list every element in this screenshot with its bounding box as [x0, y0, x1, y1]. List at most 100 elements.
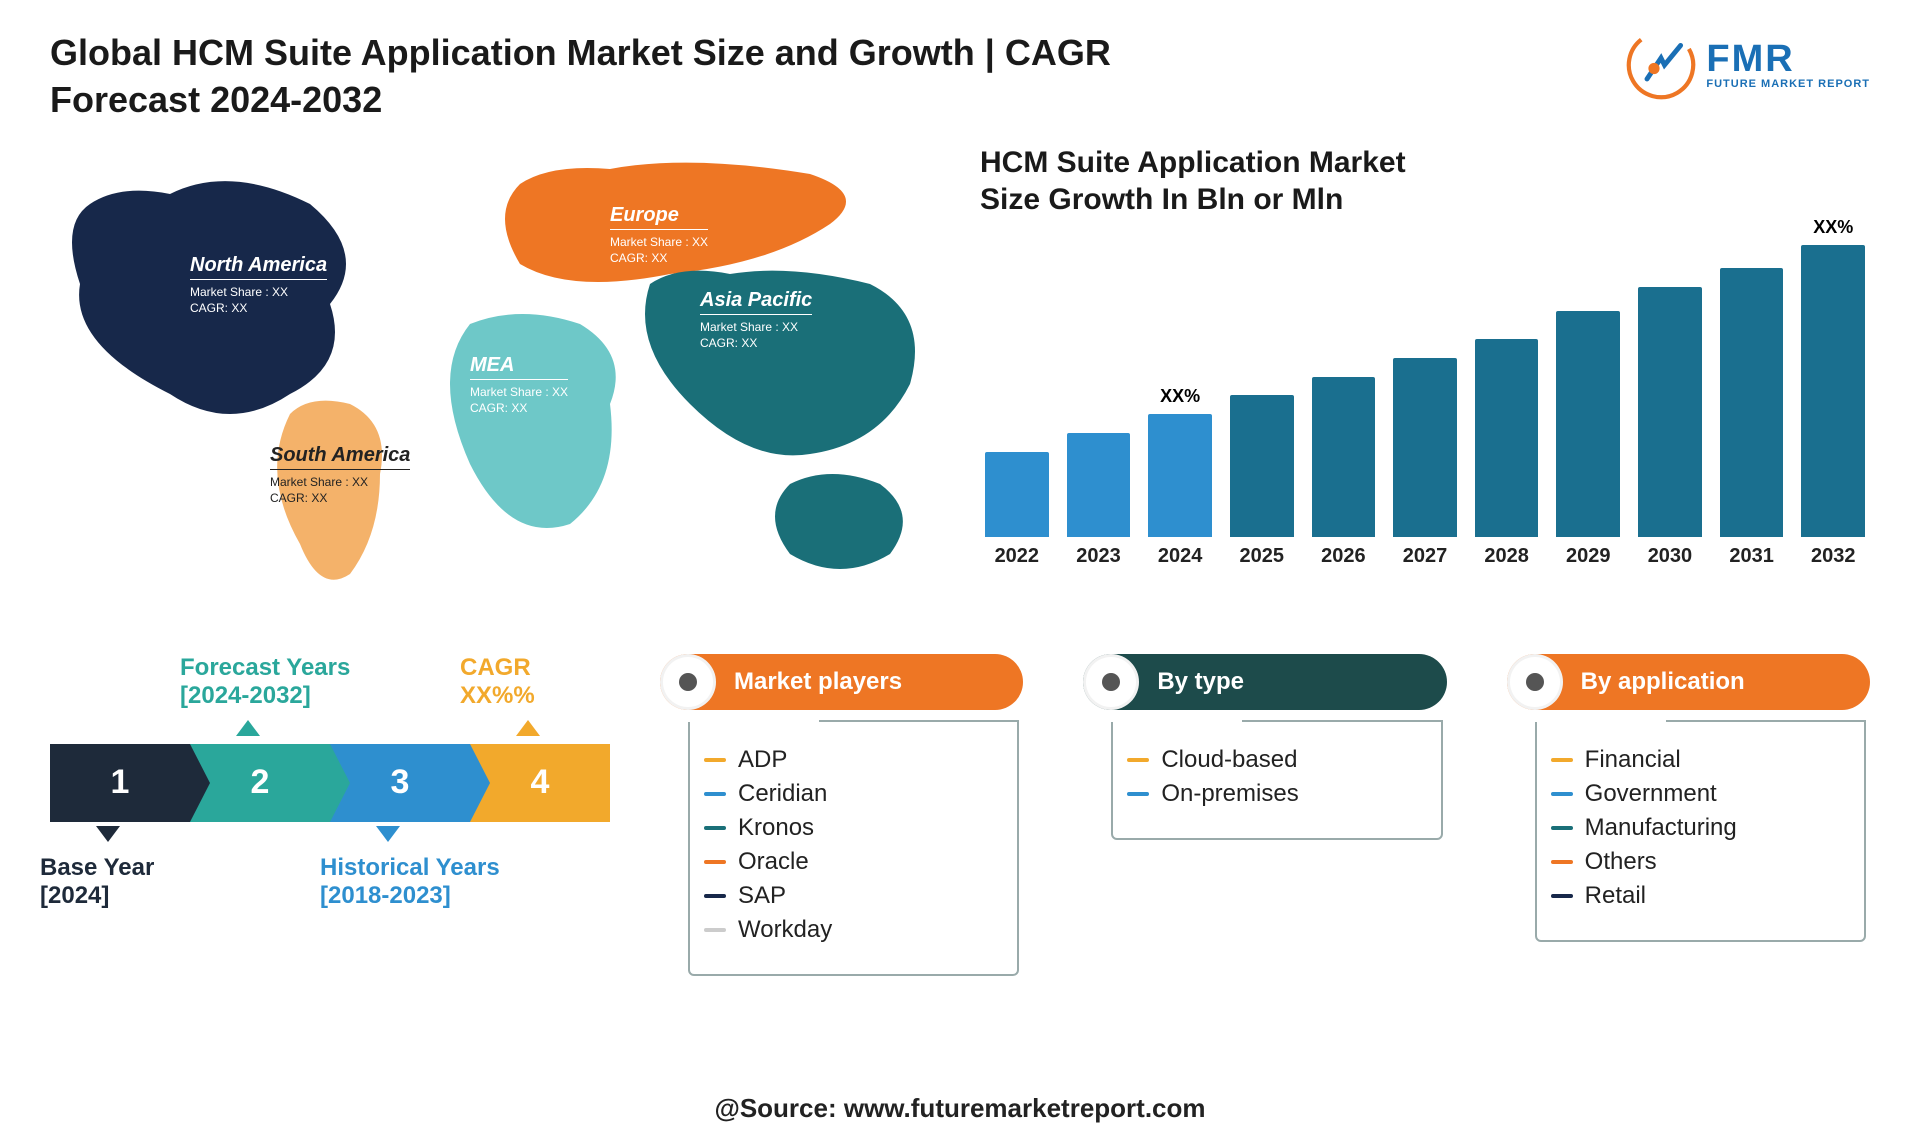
list-tick-icon [704, 758, 726, 762]
source-footer: @Source: www.futuremarketreport.com [0, 1093, 1920, 1124]
region-name: South America [270, 444, 410, 467]
bar-annotation: XX% [1813, 217, 1853, 238]
region-label-north_america: North AmericaMarket Share : XXCAGR: XX [190, 254, 327, 318]
list-tick-icon [1551, 792, 1573, 796]
region-cagr: CAGR: XX [610, 250, 708, 267]
bar-annotation: XX% [1160, 386, 1200, 407]
bar-rect [1230, 395, 1294, 536]
region-name: Asia Pacific [700, 289, 812, 312]
region-share: Market Share : XX [470, 384, 568, 401]
category-list: Cloud-based On-premises [1111, 720, 1442, 840]
bar-rect [1475, 339, 1539, 537]
bar-year-label: 2023 [1076, 545, 1121, 568]
bar-rect [1067, 433, 1131, 537]
category-by-type: By type Cloud-based On-premises [1083, 654, 1446, 976]
bar-year-label: 2032 [1811, 545, 1856, 568]
list-item: Government [1551, 780, 1854, 808]
list-item-text: Manufacturing [1585, 814, 1737, 842]
world-map: North AmericaMarket Share : XXCAGR: XXSo… [50, 144, 950, 604]
region-name: North America [190, 254, 327, 277]
fmr-logo: FMR FUTURE MARKET REPORT [1626, 30, 1870, 100]
list-item-text: ADP [738, 746, 787, 774]
list-item: Financial [1551, 746, 1854, 774]
list-item-text: Workday [738, 916, 832, 944]
list-item: On-premises [1127, 780, 1430, 808]
bar-2024: XX% 2024 [1148, 414, 1212, 567]
timeline-callout-historical: Historical Years[2018-2023] [320, 854, 500, 911]
bar-2023: 2023 [1067, 433, 1131, 568]
bar-year-label: 2029 [1566, 545, 1611, 568]
timeline: 1234 Base Year[2024]Forecast Years[2024-… [50, 654, 610, 822]
region-cagr: CAGR: XX [700, 335, 812, 352]
category-label: By application [1581, 668, 1745, 696]
header: Global HCM Suite Application Market Size… [50, 30, 1870, 124]
bar-year-label: 2025 [1239, 545, 1284, 568]
timeline-seg-3: 3 [330, 744, 470, 822]
timeline-seg-4: 4 [470, 744, 610, 822]
list-tick-icon [704, 792, 726, 796]
timeline-callout-forecast: Forecast Years[2024-2032] [180, 654, 350, 711]
bar-year-label: 2024 [1158, 545, 1203, 568]
pill-dot-icon [660, 654, 716, 710]
bar-year-label: 2030 [1648, 545, 1693, 568]
region-label-europe: Europe Market Share : XXCAGR: XX [610, 204, 708, 268]
bar-2025: 2025 [1230, 395, 1294, 567]
list-tick-icon [704, 928, 726, 932]
pill-dot-icon [1083, 654, 1139, 710]
list-tick-icon [704, 826, 726, 830]
region-mea [450, 314, 616, 528]
bar-year-label: 2031 [1729, 545, 1774, 568]
region-share: Market Share : XX [610, 234, 708, 251]
category-label: By type [1157, 668, 1244, 696]
timeline-track: 1234 [50, 744, 610, 822]
bar-year-label: 2028 [1484, 545, 1529, 568]
category-label: Market players [734, 668, 902, 696]
pill-dot-icon [1507, 654, 1563, 710]
list-item: Retail [1551, 882, 1854, 910]
list-item: Ceridian [704, 780, 1007, 808]
callout-title: Base Year [40, 854, 154, 883]
bar-2032: XX%2032 [1801, 245, 1865, 568]
list-item: ADP [704, 746, 1007, 774]
bar-2030: 2030 [1638, 287, 1702, 567]
bar-2031: 2031 [1720, 268, 1784, 567]
category-pill: By application [1507, 654, 1870, 710]
region-label-asia_pacific: Asia Pacific Market Share : XXCAGR: XX [700, 289, 812, 353]
chart-title: HCM Suite Application Market Size Growth… [980, 144, 1430, 219]
region-share: Market Share : XX [700, 319, 812, 336]
list-item-text: Others [1585, 848, 1657, 876]
list-tick-icon [1551, 860, 1573, 864]
list-item-text: Kronos [738, 814, 814, 842]
category-columns: Market playersADPCeridianKronosOracleSAP… [660, 654, 1870, 976]
list-tick-icon [1551, 826, 1573, 830]
region-australia [775, 474, 903, 569]
list-item: Manufacturing [1551, 814, 1854, 842]
callout-title: CAGR [460, 654, 535, 683]
timeline-callout-base: Base Year[2024] [40, 854, 154, 911]
list-item-text: Ceridian [738, 780, 827, 808]
growth-bar-chart: HCM Suite Application Market Size Growth… [980, 144, 1870, 604]
bar-rect [1393, 358, 1457, 537]
timeline-seg-2: 2 [190, 744, 330, 822]
list-item-text: Cloud-based [1161, 746, 1297, 774]
callout-arrow-up-icon [516, 720, 540, 736]
callout-title: Forecast Years [180, 654, 350, 683]
chart-bars: 20222023XX%20242025202620272028202920302… [980, 229, 1870, 569]
category-by-application: By application Financial Government Manufac… [1507, 654, 1870, 976]
timeline-callout-cagr: CAGRXX%% [460, 654, 535, 711]
timeline-seg-1: 1 [50, 744, 190, 822]
list-tick-icon [1127, 792, 1149, 796]
region-share: Market Share : XX [270, 474, 410, 491]
region-label-mea: MEAMarket Share : XXCAGR: XX [470, 354, 568, 418]
callout-arrow-down-icon [96, 826, 120, 842]
list-tick-icon [1127, 758, 1149, 762]
list-item-text: Financial [1585, 746, 1681, 774]
bar-rect: XX% [1148, 414, 1212, 536]
region-name: Europe [610, 204, 708, 227]
bar-2026: 2026 [1312, 377, 1376, 568]
bar-rect [1312, 377, 1376, 537]
logo-text-main: FMR [1706, 40, 1870, 78]
infographic-root: Global HCM Suite Application Market Size… [0, 0, 1920, 1146]
region-cagr: CAGR: XX [190, 300, 327, 317]
region-name: MEA [470, 354, 568, 377]
